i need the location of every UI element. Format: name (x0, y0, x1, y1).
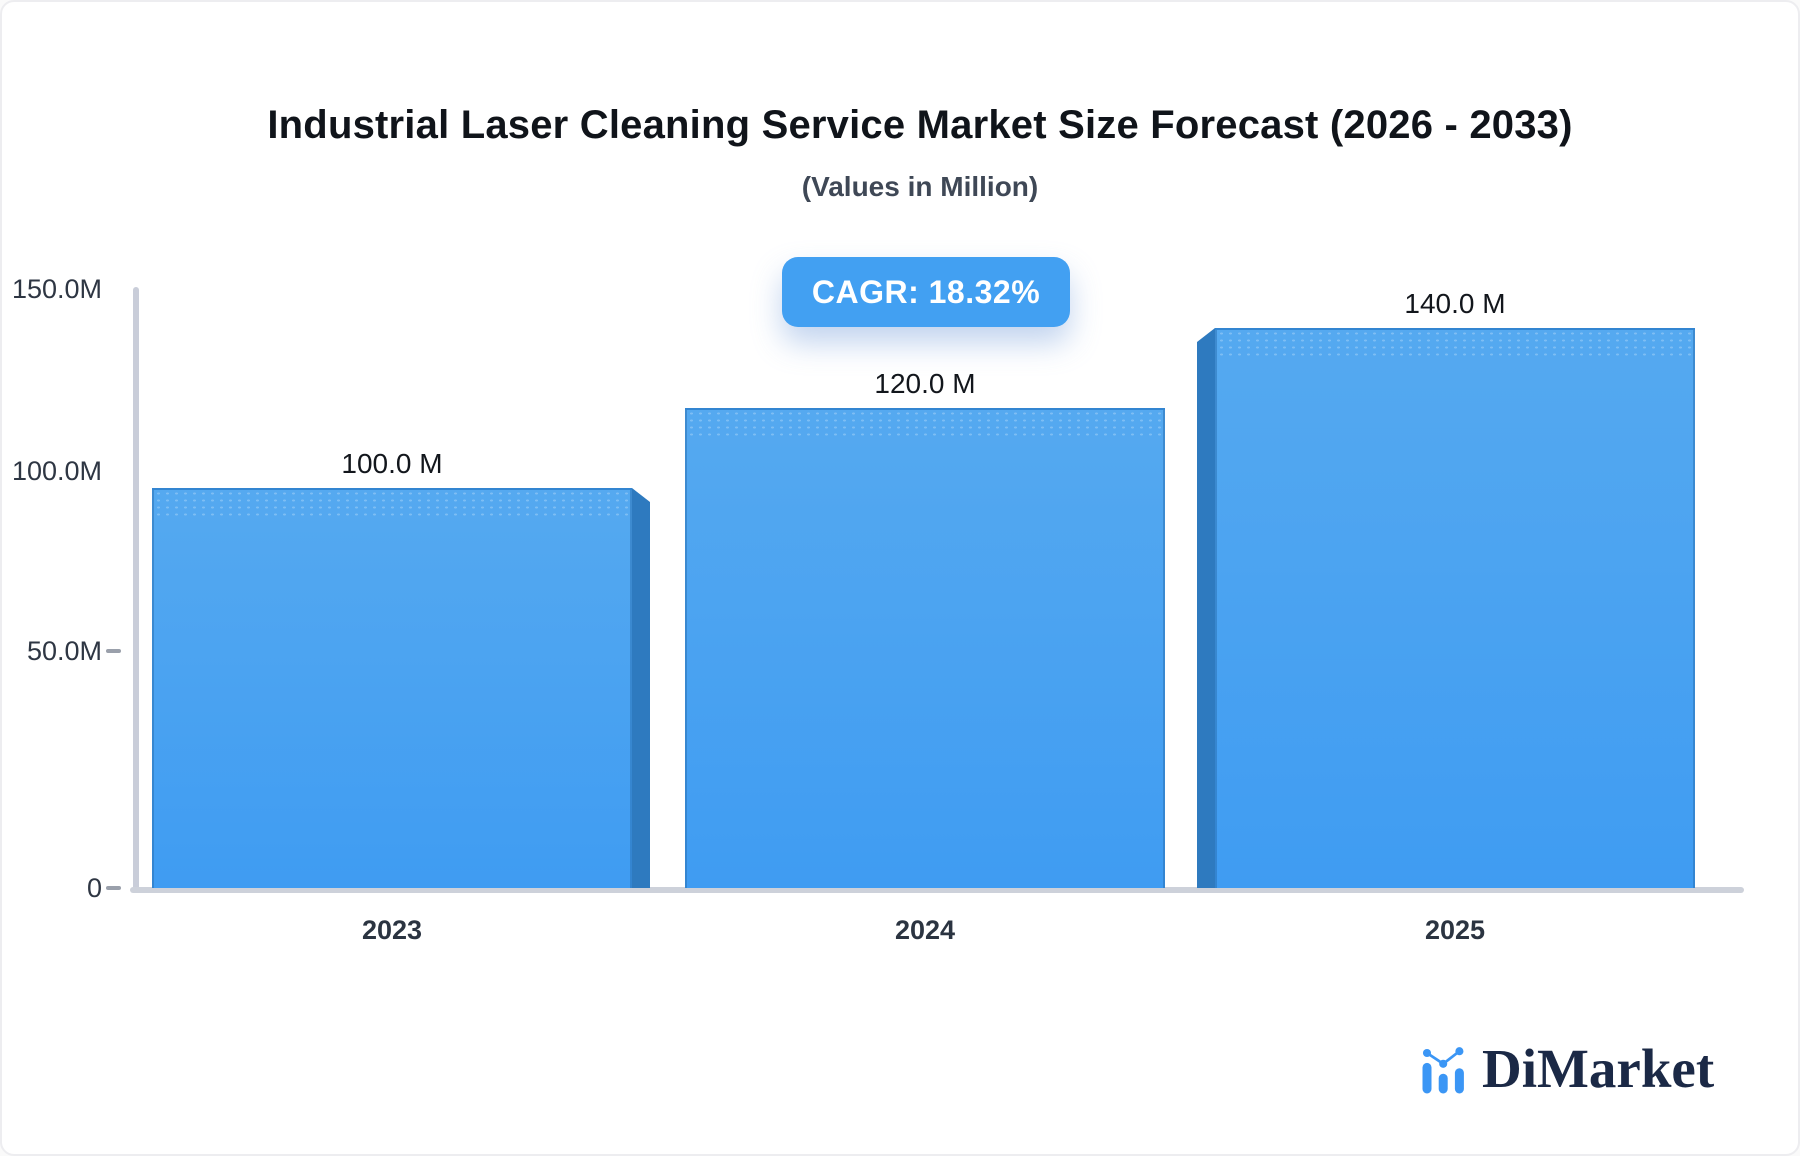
x-axis-label-2023: 2023 (361, 915, 423, 945)
brand-name: DiMarket (1482, 1038, 1715, 1099)
bar-2023[interactable] (152, 488, 632, 888)
y-tick-mark-50 (106, 649, 121, 653)
bar-2025-side-panel (1197, 328, 1215, 888)
y-tick-label-150: 150.0M (11, 274, 102, 304)
bar-2023-side-panel (632, 488, 650, 888)
bar-2024[interactable] (685, 408, 1165, 888)
y-tick-label-100: 100.0M (11, 456, 102, 486)
cagr-badge: CAGR: 18.32% (782, 257, 1070, 327)
y-axis-line (133, 287, 139, 893)
x-axis-label-2024: 2024 (894, 915, 956, 945)
brand-logo: DiMarket (1418, 1040, 1714, 1098)
y-tick-label-0: 0 (86, 873, 102, 903)
x-axis-line (130, 887, 1744, 893)
bar-value-label-2024: 120.0 M (874, 368, 976, 399)
chart-title: Industrial Laser Cleaning Service Market… (267, 103, 1573, 147)
bar-value-label-2023: 100.0 M (341, 448, 443, 479)
bar-value-label-2025: 140.0 M (1404, 288, 1506, 319)
y-tick-mark-0 (106, 886, 121, 890)
bar-line-chart-icon (1422, 1047, 1464, 1094)
bar-2025[interactable] (1215, 328, 1695, 888)
x-axis-label-2025: 2025 (1424, 915, 1486, 945)
y-tick-label-50: 50.0M (26, 636, 102, 666)
chart-subtitle: (Values in Million) (801, 171, 1039, 202)
